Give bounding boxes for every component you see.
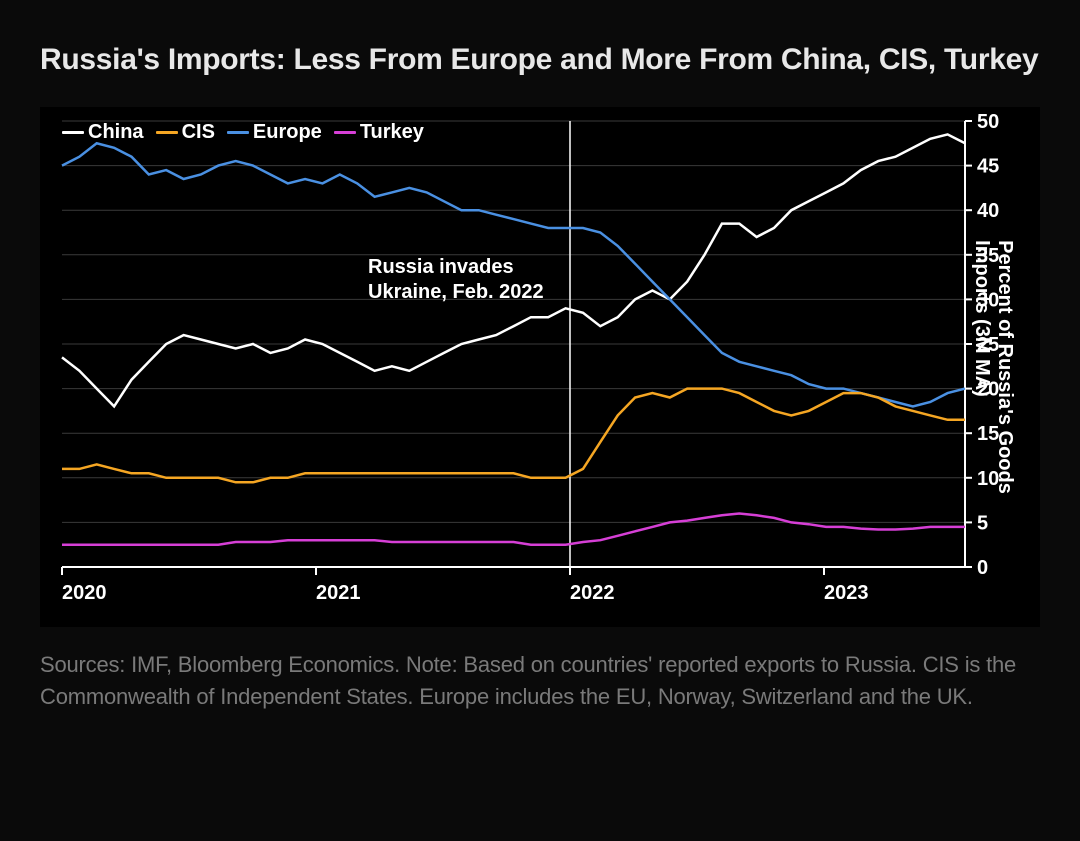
chart-footnote: Sources: IMF, Bloomberg Economics. Note:… [40,649,1040,713]
y-title-line2: Imports (3M MA) [970,240,993,494]
y-tick-label: 50 [977,111,999,133]
legend-swatch [156,131,178,134]
y-title-line1: Percent of Russia's Goods [993,240,1016,494]
legend-item-europe: Europe [227,121,322,144]
chart-title: Russia's Imports: Less From Europe and M… [40,40,1040,79]
y-tick-label: 45 [977,156,999,178]
x-tick-label: 2022 [570,582,615,604]
series-turkey [62,514,965,545]
legend-label: Turkey [360,121,424,144]
legend-label: China [88,121,144,144]
y-tick-label: 40 [977,200,999,222]
legend-item-china: China [62,121,144,144]
legend-swatch [62,131,84,134]
legend-item-turkey: Turkey [334,121,424,144]
annotation-line1: Russia invades [368,255,544,280]
legend-swatch [334,131,356,134]
x-tick-label: 2020 [62,582,107,604]
legend-label: Europe [253,121,322,144]
chart-frame: China CIS Europe Turkey Russia invades Ukra… [40,107,1040,627]
y-tick-label: 0 [977,557,988,579]
event-annotation: Russia invades Ukraine, Feb. 2022 [368,255,544,305]
annotation-line2: Ukraine, Feb. 2022 [368,280,544,305]
legend-item-cis: CIS [156,121,215,144]
x-tick-label: 2021 [316,582,361,604]
y-axis-title: Percent of Russia's Goods Imports (3M MA… [970,240,1016,494]
x-tick-label: 2023 [824,582,869,604]
legend: China CIS Europe Turkey [62,121,424,144]
legend-label: CIS [182,121,215,144]
legend-swatch [227,131,249,134]
series-cis [62,389,965,483]
chart-svg: 051015202530354045502020202120222023 [40,107,1040,627]
y-tick-label: 5 [977,512,988,534]
